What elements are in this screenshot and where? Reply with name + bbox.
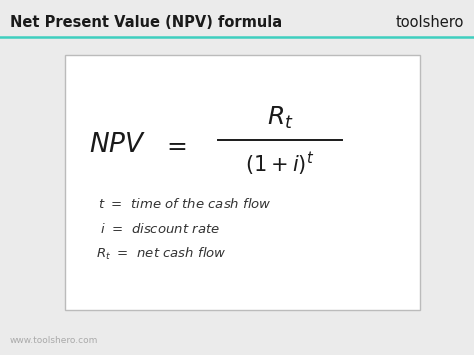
Text: $\mathbf{\it{NPV}}$: $\mathbf{\it{NPV}}$	[90, 132, 146, 158]
Text: $R_t\;$ =  net cash flow: $R_t\;$ = net cash flow	[96, 246, 227, 262]
Text: $R_t$: $R_t$	[266, 105, 293, 131]
FancyBboxPatch shape	[65, 55, 420, 310]
Text: Net Present Value (NPV) formula: Net Present Value (NPV) formula	[10, 15, 282, 30]
Text: $t\;$ =  time of the cash flow: $t\;$ = time of the cash flow	[98, 197, 272, 211]
Text: $=$: $=$	[163, 133, 188, 157]
Text: $i\;$ =  discount rate: $i\;$ = discount rate	[100, 222, 220, 236]
Text: www.toolshero.com: www.toolshero.com	[10, 336, 99, 345]
Text: toolshero: toolshero	[396, 15, 464, 30]
Text: $( 1 + i )^t$: $( 1 + i )^t$	[246, 150, 315, 178]
